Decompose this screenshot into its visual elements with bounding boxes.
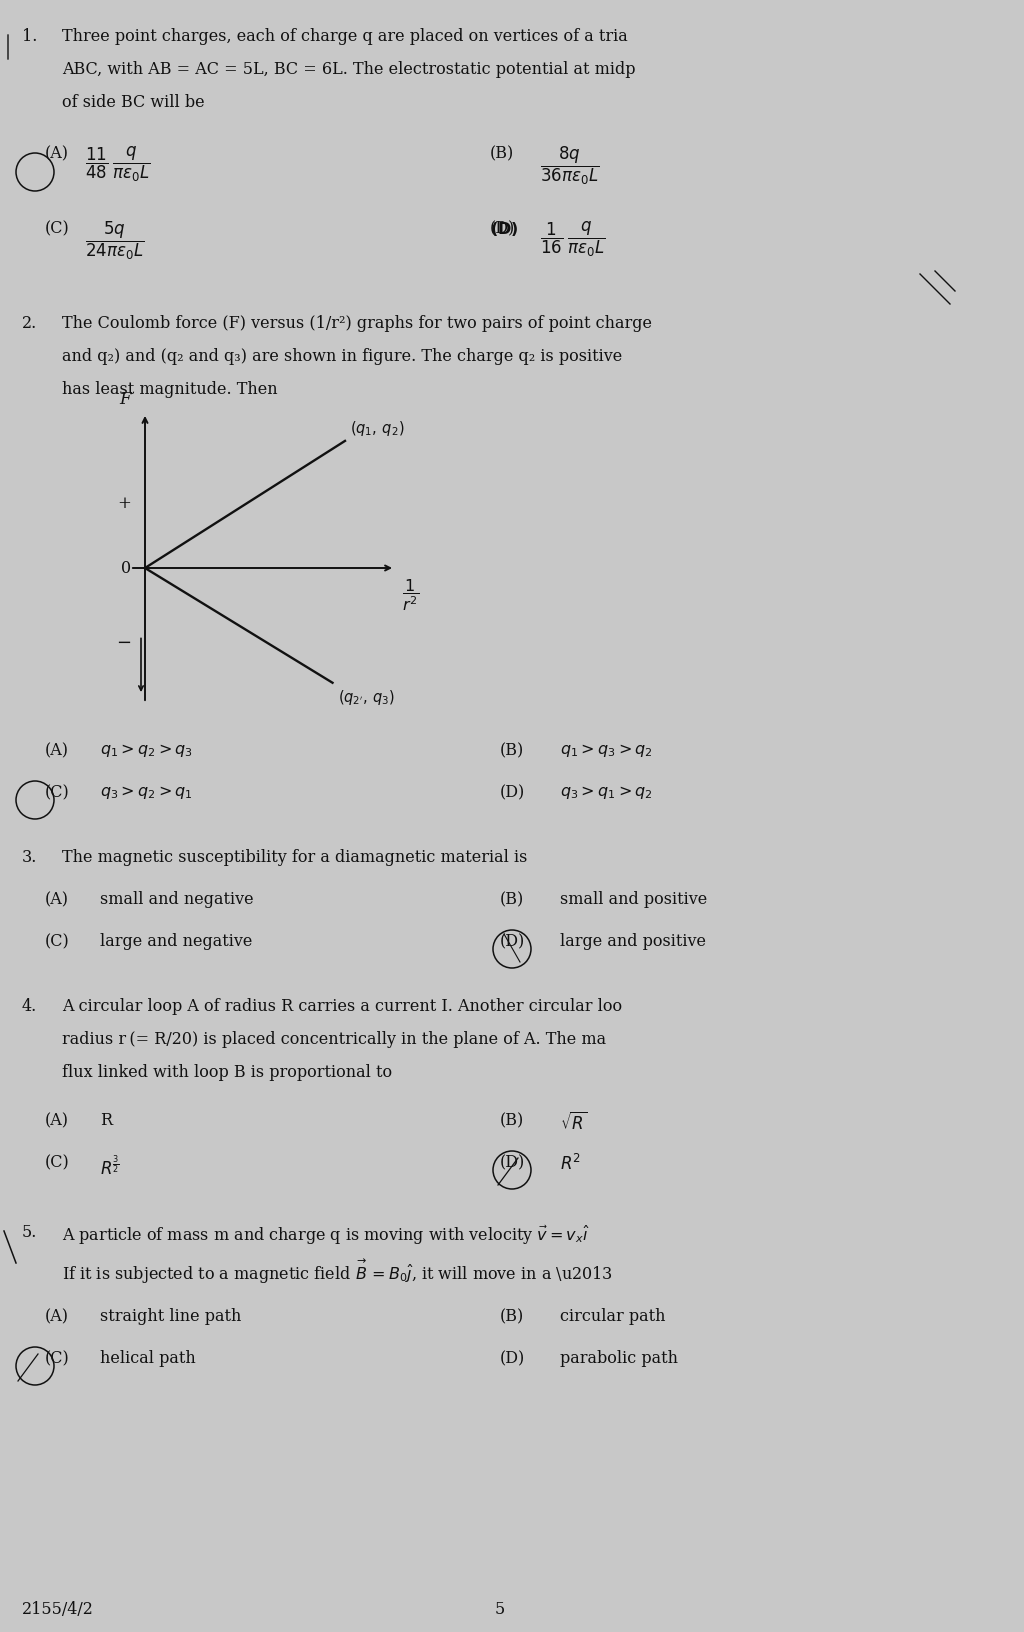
Text: $q_3 > q_2 > q_1$: $q_3 > q_2 > q_1$ <box>100 783 193 801</box>
Text: 2155/4/2: 2155/4/2 <box>22 1599 94 1617</box>
Text: of side BC will be: of side BC will be <box>62 95 205 111</box>
Text: If it is subjected to a magnetic field $\overset{\rightarrow}{B} = B_0\hat{\jmat: If it is subjected to a magnetic field $… <box>62 1257 613 1286</box>
Text: small and positive: small and positive <box>560 891 708 907</box>
Text: (A): (A) <box>45 1111 69 1128</box>
Text: 5: 5 <box>495 1599 505 1617</box>
Text: $R^2$: $R^2$ <box>560 1154 581 1173</box>
Text: 1.: 1. <box>22 28 37 46</box>
Text: A particle of mass m and charge q is moving with velocity $\vec{v} = v_x\hat{\im: A particle of mass m and charge q is mov… <box>62 1224 590 1247</box>
Text: ABC, with AB = AC = 5L, BC = 6L. The electrostatic potential at midp: ABC, with AB = AC = 5L, BC = 6L. The ele… <box>62 60 636 78</box>
Text: small and negative: small and negative <box>100 891 254 907</box>
Text: (A): (A) <box>45 1307 69 1324</box>
Text: The Coulomb force (F) versus (1/r²) graphs for two pairs of point charge: The Coulomb force (F) versus (1/r²) grap… <box>62 315 652 331</box>
Text: radius r (= R/20) is placed concentrically in the plane of A. The ma: radius r (= R/20) is placed concentrical… <box>62 1030 606 1048</box>
Text: large and negative: large and negative <box>100 932 252 950</box>
Text: 3.: 3. <box>22 849 37 865</box>
Text: $R^{\frac{3}{2}}$: $R^{\frac{3}{2}}$ <box>100 1154 120 1177</box>
Text: (B): (B) <box>500 1111 524 1128</box>
Text: $q_1 > q_3 > q_2$: $q_1 > q_3 > q_2$ <box>560 741 653 759</box>
Text: −: − <box>116 633 131 651</box>
Text: 5.: 5. <box>22 1224 37 1240</box>
Text: A circular loop A of radius R carries a current I. Another circular loo: A circular loop A of radius R carries a … <box>62 997 623 1015</box>
Text: $\dfrac{11}{48}\;\dfrac{q}{\pi\varepsilon_0 L}$: $\dfrac{11}{48}\;\dfrac{q}{\pi\varepsilo… <box>85 145 151 184</box>
Text: (B): (B) <box>500 891 524 907</box>
Text: helical path: helical path <box>100 1350 196 1366</box>
Text: (B): (B) <box>500 1307 524 1324</box>
Text: 4.: 4. <box>22 997 37 1015</box>
Text: (C): (C) <box>45 783 70 801</box>
Text: (B): (B) <box>500 741 524 759</box>
Text: (D): (D) <box>500 932 525 950</box>
Text: parabolic path: parabolic path <box>560 1350 678 1366</box>
Text: $q_1 > q_2 > q_3$: $q_1 > q_2 > q_3$ <box>100 741 194 759</box>
Text: (B): (B) <box>490 145 514 162</box>
Text: flux linked with loop B is proportional to: flux linked with loop B is proportional … <box>62 1064 392 1080</box>
Text: $\dfrac{8q}{36\pi\varepsilon_0 L}$: $\dfrac{8q}{36\pi\varepsilon_0 L}$ <box>540 145 599 188</box>
Text: (D): (D) <box>500 783 525 801</box>
Text: (A): (A) <box>45 891 69 907</box>
Text: +: + <box>117 494 131 512</box>
Text: $\mathbf{(D)}$: $\mathbf{(D)}$ <box>490 220 518 238</box>
Text: 0: 0 <box>121 560 131 578</box>
Text: R: R <box>100 1111 112 1128</box>
Text: $q_3 > q_1 > q_2$: $q_3 > q_1 > q_2$ <box>560 783 653 801</box>
Text: circular path: circular path <box>560 1307 666 1324</box>
Text: has least magnitude. Then: has least magnitude. Then <box>62 380 278 398</box>
Text: (A): (A) <box>45 741 69 759</box>
Text: (C): (C) <box>45 932 70 950</box>
Text: F: F <box>120 390 131 408</box>
Text: $\dfrac{1}{16}\;\dfrac{q}{\pi\varepsilon_0 L}$: $\dfrac{1}{16}\;\dfrac{q}{\pi\varepsilon… <box>540 220 606 259</box>
Text: 2.: 2. <box>22 315 37 331</box>
Text: (C): (C) <box>45 1350 70 1366</box>
Text: The magnetic susceptibility for a diamagnetic material is: The magnetic susceptibility for a diamag… <box>62 849 527 865</box>
Text: (A): (A) <box>45 145 69 162</box>
Text: (C): (C) <box>45 1154 70 1170</box>
Text: Three point charges, each of charge q are placed on vertices of a tria: Three point charges, each of charge q ar… <box>62 28 628 46</box>
Text: $\dfrac{5q}{24\pi\varepsilon_0 L}$: $\dfrac{5q}{24\pi\varepsilon_0 L}$ <box>85 220 144 263</box>
Text: $(q_1,\, q_2)$: $(q_1,\, q_2)$ <box>350 419 404 437</box>
Text: (C): (C) <box>45 220 70 237</box>
Text: (D): (D) <box>500 1350 525 1366</box>
Text: $(q_{2'},\, q_3)$: $(q_{2'},\, q_3)$ <box>338 687 394 707</box>
Text: large and positive: large and positive <box>560 932 706 950</box>
Text: (D): (D) <box>500 1154 525 1170</box>
Text: and q₂) and (q₂ and q₃) are shown in figure. The charge q₂ is positive: and q₂) and (q₂ and q₃) are shown in fig… <box>62 348 623 366</box>
Text: $\sqrt{R}$: $\sqrt{R}$ <box>560 1111 588 1133</box>
Text: $\dfrac{1}{r^2}$: $\dfrac{1}{r^2}$ <box>402 576 419 612</box>
Text: (D): (D) <box>490 220 515 237</box>
Text: straight line path: straight line path <box>100 1307 242 1324</box>
